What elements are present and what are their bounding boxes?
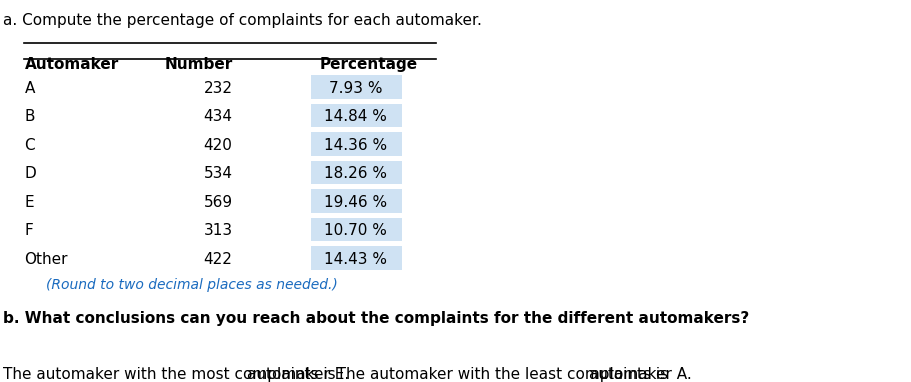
- FancyBboxPatch shape: [311, 246, 401, 270]
- FancyBboxPatch shape: [311, 75, 401, 99]
- Text: The automaker with the most complaints is: The automaker with the most complaints i…: [3, 367, 340, 382]
- Text: 434: 434: [203, 109, 232, 124]
- Text: D: D: [25, 166, 36, 181]
- Text: F: F: [25, 223, 33, 238]
- Text: Number: Number: [164, 57, 232, 71]
- Text: b. What conclusions can you reach about the complaints for the different automak: b. What conclusions can you reach about …: [3, 311, 748, 326]
- FancyBboxPatch shape: [311, 218, 401, 241]
- FancyBboxPatch shape: [243, 361, 320, 382]
- Text: 422: 422: [203, 252, 232, 267]
- Text: a. Compute the percentage of complaints for each automaker.: a. Compute the percentage of complaints …: [3, 13, 481, 28]
- Text: A: A: [25, 81, 35, 96]
- FancyBboxPatch shape: [311, 161, 401, 184]
- Text: (Round to two decimal places as needed.): (Round to two decimal places as needed.): [46, 278, 337, 292]
- Text: 232: 232: [203, 81, 232, 96]
- Text: Percentage: Percentage: [319, 57, 417, 71]
- Text: 569: 569: [203, 195, 232, 210]
- Text: automaker A.: automaker A.: [589, 367, 691, 382]
- Text: 14.43 %: 14.43 %: [323, 252, 387, 267]
- Text: 10.70 %: 10.70 %: [323, 223, 386, 238]
- Text: E: E: [25, 195, 34, 210]
- Text: Automaker: Automaker: [25, 57, 118, 71]
- Text: The automaker with the least complaints is: The automaker with the least complaints …: [322, 367, 672, 382]
- FancyBboxPatch shape: [585, 361, 661, 382]
- Text: 14.84 %: 14.84 %: [323, 109, 386, 124]
- Text: 313: 313: [203, 223, 232, 238]
- Text: 7.93 %: 7.93 %: [329, 81, 382, 96]
- Text: 14.36 %: 14.36 %: [323, 138, 387, 153]
- FancyBboxPatch shape: [311, 104, 401, 127]
- Text: automaker E.: automaker E.: [247, 367, 349, 382]
- Text: 534: 534: [203, 166, 232, 181]
- Text: B: B: [25, 109, 35, 124]
- Text: Other: Other: [25, 252, 68, 267]
- FancyBboxPatch shape: [311, 189, 401, 213]
- Text: 420: 420: [203, 138, 232, 153]
- Text: 18.26 %: 18.26 %: [323, 166, 387, 181]
- Text: C: C: [25, 138, 35, 153]
- FancyBboxPatch shape: [311, 132, 401, 156]
- Text: 19.46 %: 19.46 %: [323, 195, 387, 210]
